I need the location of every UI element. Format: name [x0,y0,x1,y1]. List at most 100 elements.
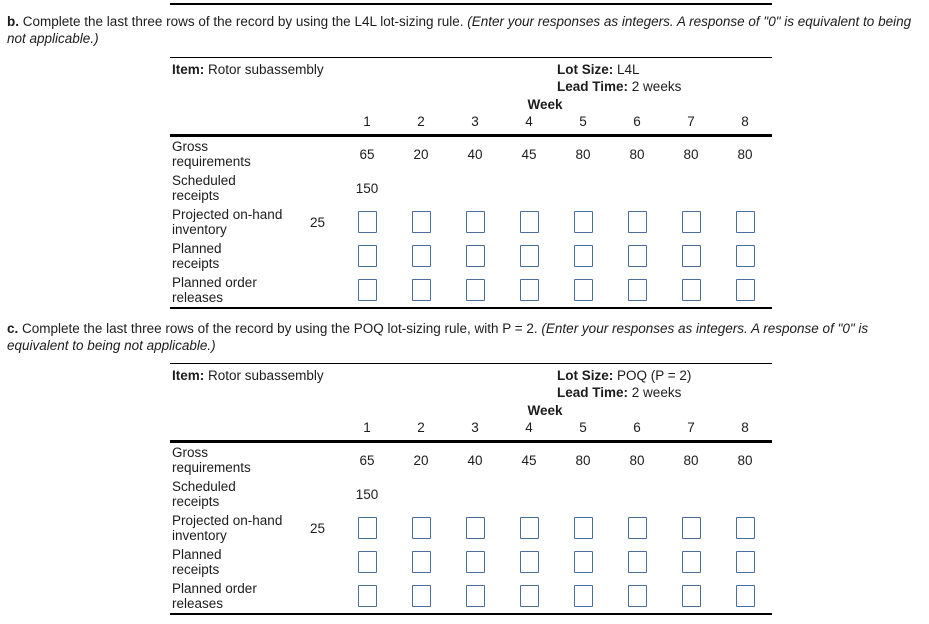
value-cell [448,477,502,511]
record-header: Item: Rotor subassembly Lot Size: POQ (P… [170,363,772,440]
lead-time-header: Lead Time: 2 weeks [557,79,681,94]
lead-time-header: Lead Time: 2 weeks [557,385,681,400]
projected-inventory-input-w5[interactable] [573,211,593,233]
projected-inventory-input-w7[interactable] [681,211,701,233]
planned-receipts-input-w3[interactable] [465,551,485,573]
planned-order-releases-input-w8[interactable] [735,585,755,607]
item-label: Item: [172,62,205,77]
projected-inventory-input-w8[interactable] [735,517,755,539]
planned-order-releases-input-w1[interactable] [357,585,377,607]
input-cell [718,545,772,579]
week-numbers-row: 1 2 3 4 5 6 7 8 [170,114,772,129]
projected-inventory-input-w2[interactable] [411,517,431,539]
planned-receipts-input-w8[interactable] [735,245,755,267]
projected-inventory-input-w5[interactable] [573,517,593,539]
input-cell [502,579,556,613]
planned-receipts-input-w6[interactable] [627,551,647,573]
planned-receipts-input-w2[interactable] [411,551,431,573]
row-projected-on-hand: Projected on-hand inventory 25 [170,511,772,545]
projected-inventory-input-w4[interactable] [519,211,539,233]
planned-order-releases-input-w7[interactable] [681,585,701,607]
value-cell [556,477,610,511]
question-c-prefix: c. [7,321,19,336]
item-value: Rotor subassembly [208,368,324,383]
beginning-cell [295,477,340,511]
projected-inventory-input-w3[interactable] [465,211,485,233]
row-planned-order-releases: Planned order releases [170,273,772,307]
planned-order-releases-input-w3[interactable] [465,585,485,607]
lot-size-header: Lot Size: L4L [557,62,640,77]
input-cell [718,579,772,613]
value-cell: 80 [737,452,753,468]
row-label: Planned order releases [172,581,257,611]
planned-order-releases-input-w4[interactable] [519,585,539,607]
planned-receipts-input-w4[interactable] [519,551,539,573]
projected-inventory-input-w8[interactable] [735,211,755,233]
planned-order-releases-input-w3[interactable] [465,279,485,301]
planned-receipts-input-w5[interactable] [573,245,593,267]
projected-inventory-input-w3[interactable] [465,517,485,539]
planned-receipts-input-w2[interactable] [411,245,431,267]
planned-receipts-input-w4[interactable] [519,245,539,267]
planned-order-releases-input-w8[interactable] [735,279,755,301]
planned-order-releases-input-w6[interactable] [627,279,647,301]
value-cell: 65 [359,146,375,162]
week-number: 4 [525,114,533,129]
week-header-label: Week [527,403,563,418]
beginning-cell [295,171,340,205]
planned-order-releases-input-w5[interactable] [573,585,593,607]
lead-time-value: 2 weeks [631,385,682,400]
value-cell [394,171,448,205]
planned-receipts-input-w6[interactable] [627,245,647,267]
row-scheduled-receipts: Scheduled receipts 150 [170,171,772,205]
beginning-cell [295,273,340,307]
planned-order-releases-input-w4[interactable] [519,279,539,301]
planned-receipts-input-w3[interactable] [465,245,485,267]
week-header-label: Week [527,97,563,112]
projected-inventory-input-w7[interactable] [681,517,701,539]
item-header: Item: Rotor subassembly [172,368,324,383]
input-cell [610,511,664,545]
input-cell [556,239,610,273]
planned-order-releases-input-w6[interactable] [627,585,647,607]
planned-order-releases-input-w1[interactable] [357,279,377,301]
input-cell [502,205,556,239]
projected-inventory-input-w1[interactable] [357,517,377,539]
row-label: Scheduled receipts [172,479,236,509]
lot-size-value: L4L [617,62,640,77]
lot-size-label: Lot Size: [557,62,614,77]
projected-inventory-input-w4[interactable] [519,517,539,539]
question-c-text: Complete the last three rows of the reco… [22,321,538,336]
input-cell [556,273,610,307]
planned-receipts-input-w1[interactable] [357,245,377,267]
projected-inventory-input-w6[interactable] [627,517,647,539]
projected-inventory-input-w2[interactable] [411,211,431,233]
planned-order-releases-input-w5[interactable] [573,279,593,301]
planned-receipts-input-w1[interactable] [357,551,377,573]
input-cell [664,239,718,273]
week-number: 6 [633,114,641,129]
week-number: 7 [687,114,695,129]
planned-order-releases-input-w7[interactable] [681,279,701,301]
question-c: c. Complete the last three rows of the r… [7,320,919,354]
input-cell [664,205,718,239]
planned-receipts-input-w5[interactable] [573,551,593,573]
input-cell [340,545,394,579]
question-c-hint: (Enter your responses as integers. A res… [7,321,869,353]
input-cell [664,545,718,579]
planned-order-releases-input-w2[interactable] [411,279,431,301]
planned-order-releases-input-w2[interactable] [411,585,431,607]
value-cell: 80 [683,452,699,468]
planned-receipts-input-w7[interactable] [681,551,701,573]
value-cell [502,477,556,511]
value-cell: 80 [629,146,645,162]
planned-receipts-input-w8[interactable] [735,551,755,573]
input-cell [448,205,502,239]
projected-inventory-input-w1[interactable] [357,211,377,233]
projected-inventory-input-w6[interactable] [627,211,647,233]
value-cell [610,477,664,511]
input-cell [340,579,394,613]
planned-receipts-input-w7[interactable] [681,245,701,267]
beginning-cell [295,545,340,579]
mrp-record-poq: Item: Rotor subassembly Lot Size: POQ (P… [170,363,772,615]
